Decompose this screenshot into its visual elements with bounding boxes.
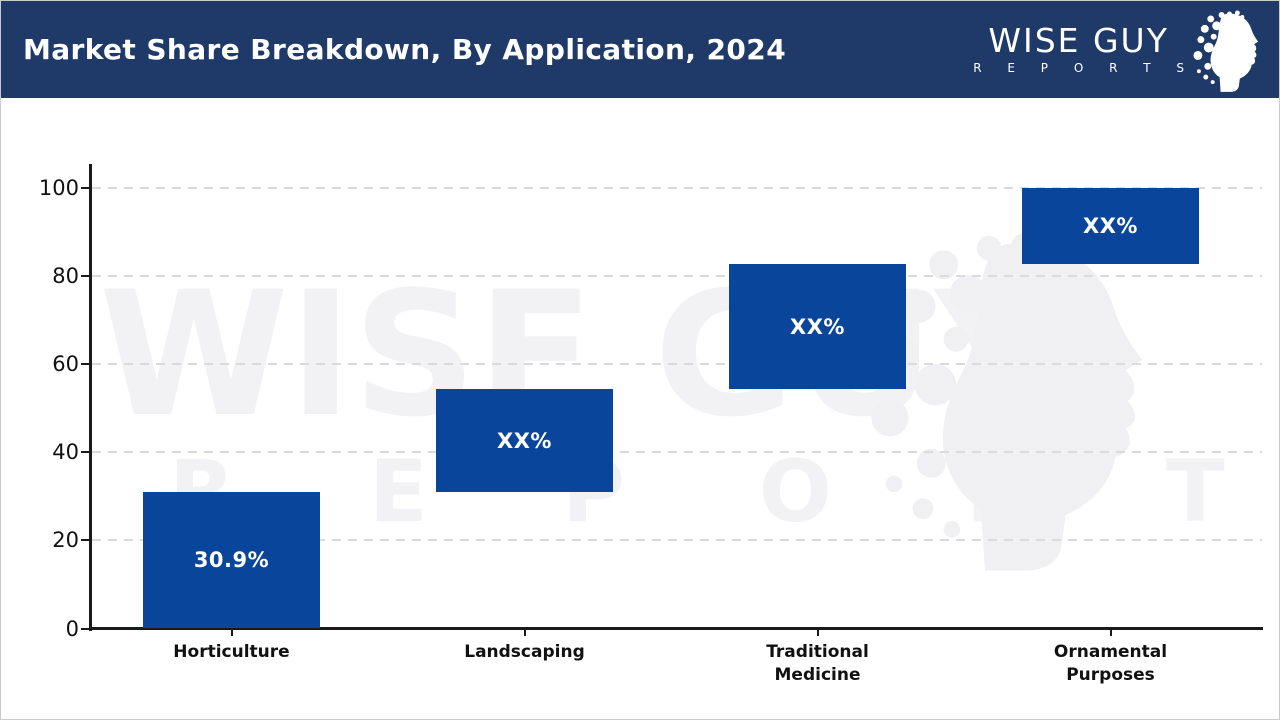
y-gridline	[92, 362, 1262, 365]
y-tick-mark	[81, 362, 89, 365]
logo-face-icon	[1191, 8, 1265, 92]
x-axis-label: Traditional Medicine	[766, 642, 869, 685]
wise-guy-logo: WISE GUY R E P O R T S	[962, 8, 1265, 92]
x-tick-mark	[230, 630, 233, 636]
y-tick-mark	[81, 627, 89, 630]
bar-value-label: XX%	[497, 428, 552, 453]
y-tick-label: 100	[38, 175, 79, 200]
x-axis-label: Landscaping	[464, 642, 585, 662]
bar-value-label: XX%	[790, 314, 845, 339]
y-tick-label: 60	[52, 351, 79, 376]
y-axis-line	[89, 164, 92, 631]
y-tick-mark	[81, 539, 89, 542]
y-tick-mark	[81, 451, 89, 454]
logo-text: WISE GUY R E P O R T S	[962, 24, 1195, 75]
x-tick-mark	[1109, 630, 1112, 636]
x-tick-mark	[816, 630, 819, 636]
bar-value-label: XX%	[1083, 213, 1138, 238]
bar-value-label: 30.9%	[193, 548, 270, 573]
x-axis-line	[89, 627, 1263, 630]
chart-title: Market Share Breakdown, By Application, …	[23, 33, 787, 66]
logo-subtitle: R E P O R T S	[973, 61, 1195, 75]
x-axis-label: Ornamental Purposes	[1053, 642, 1168, 685]
header-bar: Market Share Breakdown, By Application, …	[1, 1, 1279, 98]
y-gridline	[92, 539, 1262, 542]
y-gridline	[92, 274, 1262, 277]
y-tick-label: 80	[52, 263, 79, 288]
bar: 30.9%	[143, 492, 320, 629]
y-tick-mark	[81, 274, 89, 277]
x-tick-mark	[523, 630, 526, 636]
y-tick-label: 40	[52, 440, 79, 465]
logo-wordmark: WISE GUY	[988, 21, 1169, 60]
y-tick-label: 20	[52, 528, 79, 553]
bar: XX%	[1022, 187, 1199, 265]
y-tick-mark	[81, 186, 89, 189]
bar: XX%	[436, 389, 613, 493]
bar: XX%	[729, 264, 906, 390]
y-tick-label: 0	[65, 616, 79, 641]
y-gridline	[92, 451, 1262, 454]
y-gridline	[92, 186, 1262, 189]
x-axis-label: Horticulture	[173, 642, 290, 662]
